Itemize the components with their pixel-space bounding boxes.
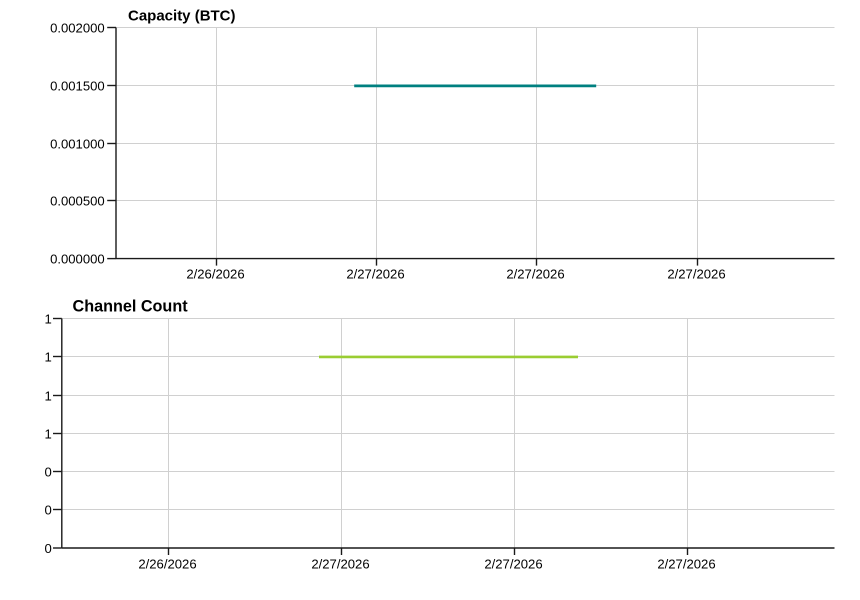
svg-text:0: 0 [45,541,52,556]
svg-text:0.002000: 0.002000 [50,21,105,36]
svg-text:2/27/2026: 2/27/2026 [657,556,715,571]
svg-text:Capacity (BTC): Capacity (BTC) [128,8,236,25]
svg-text:2/27/2026: 2/27/2026 [346,267,404,282]
svg-text:1: 1 [45,350,52,365]
svg-text:2/27/2026: 2/27/2026 [311,556,369,571]
svg-text:1: 1 [45,389,52,404]
svg-text:2/26/2026: 2/26/2026 [186,267,244,282]
svg-text:0.000500: 0.000500 [50,194,105,209]
svg-text:2/26/2026: 2/26/2026 [138,556,196,571]
svg-text:0.000000: 0.000000 [50,252,105,267]
svg-text:Channel Count: Channel Count [73,298,189,316]
svg-text:0: 0 [45,503,52,518]
svg-text:2/27/2026: 2/27/2026 [667,267,725,282]
svg-text:1: 1 [45,427,52,442]
svg-text:1: 1 [45,312,52,327]
svg-text:0: 0 [45,465,52,480]
svg-text:2/27/2026: 2/27/2026 [506,267,564,282]
svg-text:0.001000: 0.001000 [50,137,105,152]
svg-text:0.001500: 0.001500 [50,79,105,94]
svg-text:2/27/2026: 2/27/2026 [484,556,542,571]
